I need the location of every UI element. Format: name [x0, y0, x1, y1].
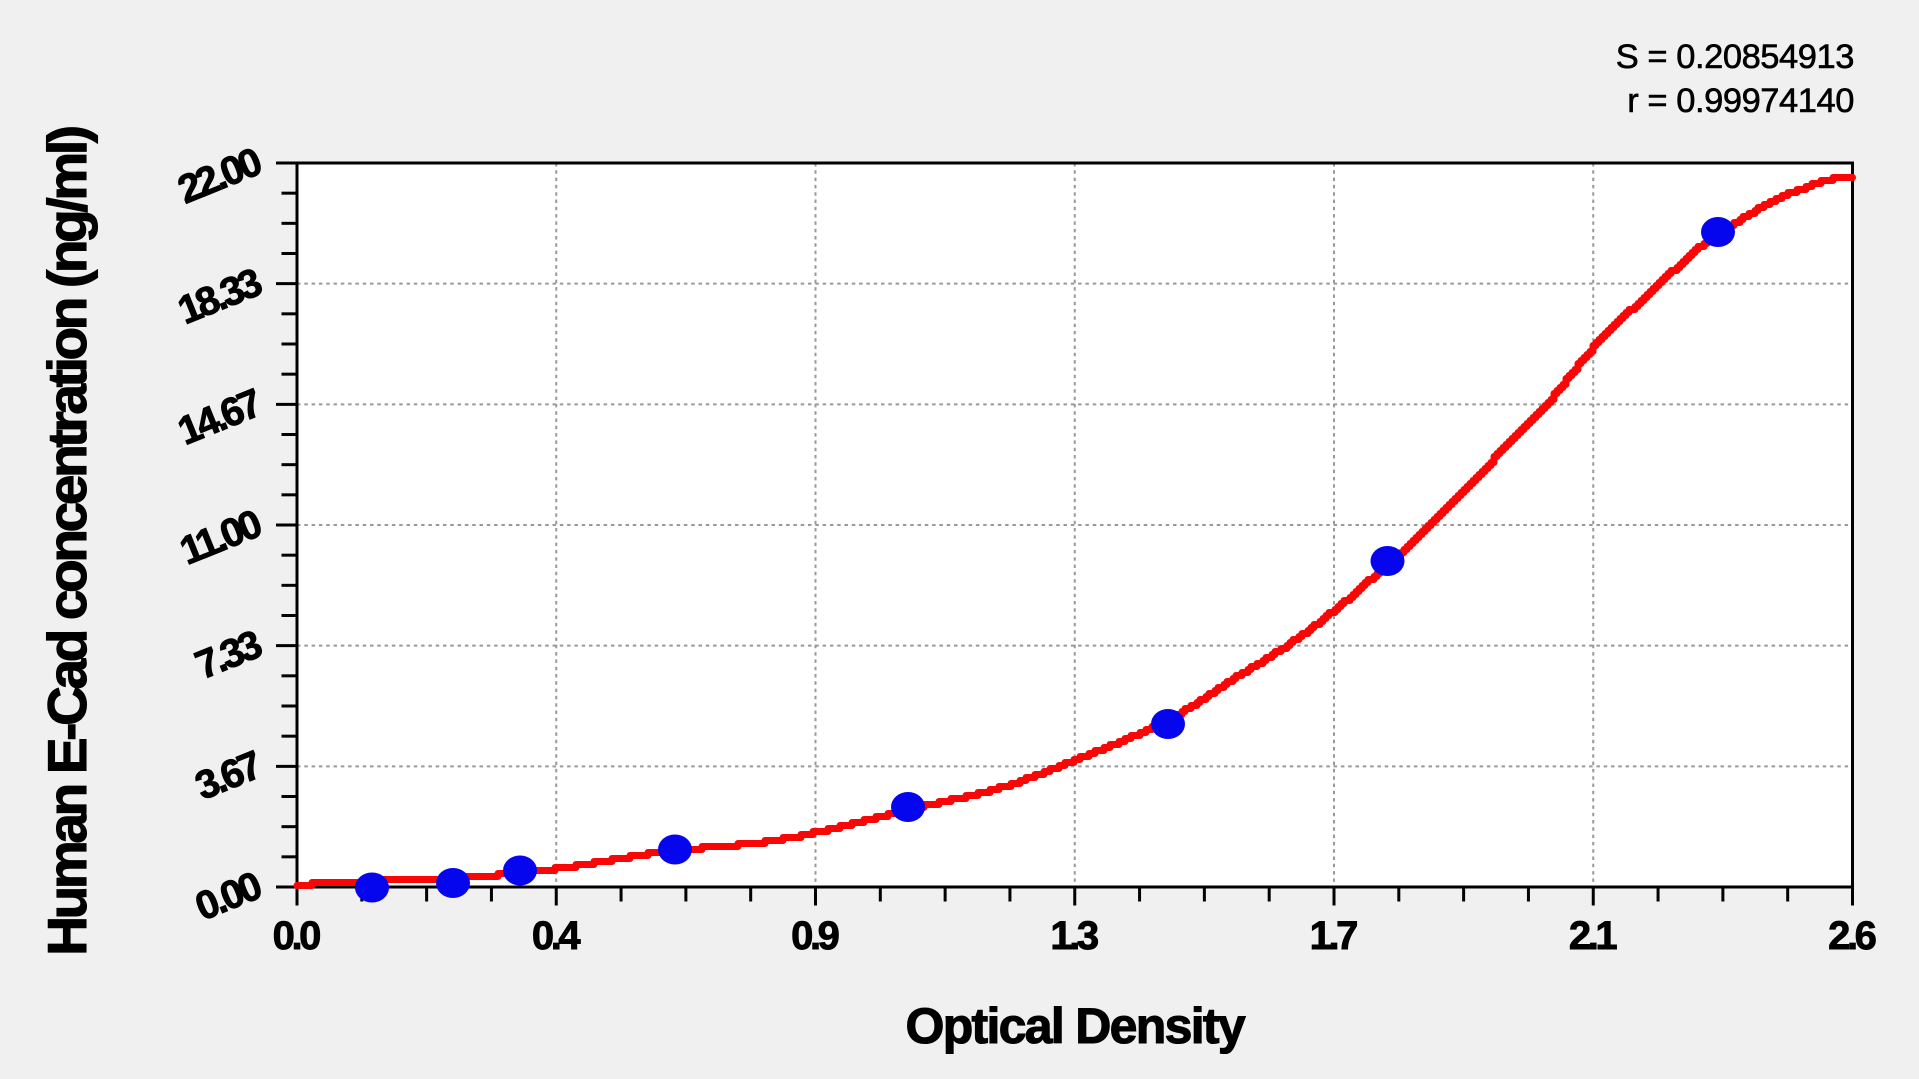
svg-text:S = 0.20854913: S = 0.20854913 [1616, 38, 1854, 76]
svg-text:0.0: 0.0 [273, 914, 321, 958]
svg-text:2.6: 2.6 [1828, 914, 1876, 958]
svg-text:2.1: 2.1 [1569, 914, 1618, 958]
svg-text:Human E-Cad concentration (ng/: Human E-Cad concentration (ng/ml) [36, 127, 98, 956]
svg-text:Optical Density: Optical Density [906, 998, 1246, 1054]
svg-text:0.9: 0.9 [791, 914, 839, 958]
svg-text:r = 0.99974140: r = 0.99974140 [1627, 82, 1854, 120]
svg-text:0.4: 0.4 [532, 914, 582, 958]
svg-text:1.3: 1.3 [1050, 914, 1098, 958]
svg-text:1.7: 1.7 [1310, 914, 1358, 958]
